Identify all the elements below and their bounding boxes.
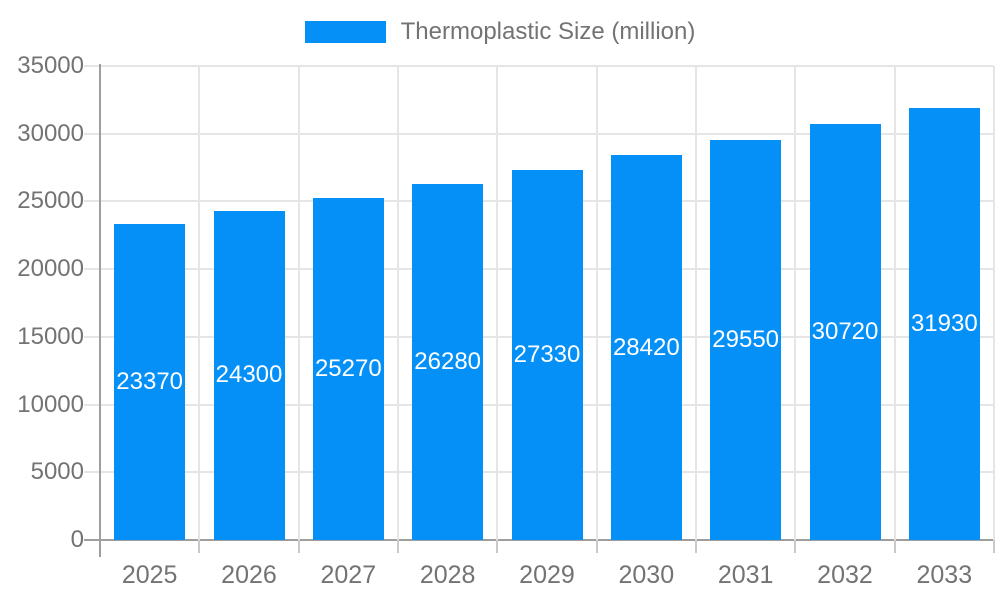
bar: [412, 184, 484, 540]
bar: [114, 223, 186, 540]
gridline-vertical: [893, 66, 896, 540]
y-tick-label: 15000: [17, 322, 84, 350]
y-tick-label: 35000: [17, 52, 84, 79]
bar: [908, 107, 980, 540]
y-axis-line: [99, 64, 101, 557]
x-tick-label: 2031: [717, 561, 774, 589]
x-tick-label: 2030: [618, 561, 675, 589]
x-axis-tick: [198, 540, 201, 553]
x-tick-label: 2027: [320, 561, 377, 589]
bar-value-label: 26280: [414, 348, 482, 376]
x-axis-tick: [794, 540, 797, 553]
x-axis-tick: [397, 540, 399, 553]
bar: [610, 155, 682, 540]
x-tick-label: 2033: [916, 561, 973, 589]
bar: [213, 210, 285, 540]
legend-label: Thermoplastic Size (million): [400, 18, 696, 45]
x-tick-label: 2032: [817, 561, 873, 589]
bar-value-label: 27330: [513, 340, 581, 368]
bar-value-label: 23370: [116, 367, 184, 395]
gridline-vertical: [297, 66, 300, 540]
y-tick-label: 5000: [30, 458, 84, 486]
x-axis-tick: [496, 540, 499, 553]
legend-swatch-icon: [304, 21, 386, 43]
bar-value-label: 31930: [910, 309, 978, 337]
legend: Thermoplastic Size (million): [0, 18, 1000, 46]
y-tick-label: 0: [70, 526, 84, 553]
bar-value-label: 30720: [811, 317, 879, 345]
y-tick-label: 20000: [17, 255, 84, 283]
x-tick-label: 2029: [519, 561, 575, 589]
x-axis-tick: [595, 540, 598, 553]
gridline-horizontal: [84, 132, 994, 135]
gridline-vertical: [198, 66, 201, 540]
gridline-vertical: [397, 66, 399, 540]
bar: [710, 139, 782, 540]
x-tick-label: 2028: [419, 561, 476, 589]
y-tick-label: 10000: [17, 390, 84, 418]
x-axis-tick: [695, 540, 697, 553]
gridline-horizontal: [84, 65, 994, 67]
bar-value-label: 28420: [612, 333, 680, 361]
bar: [312, 197, 384, 540]
bar-value-label: 24300: [215, 361, 283, 389]
plot-area: 0 5000 10000 15000 20000 25000 30000 35000 23370…: [17, 52, 995, 589]
y-tick-label: 30000: [17, 119, 84, 147]
gridline-vertical: [695, 66, 697, 540]
gridline-vertical: [496, 66, 499, 540]
gridline-vertical: [794, 66, 797, 540]
bar-value-label: 29550: [712, 325, 780, 353]
gridline-vertical: [993, 66, 995, 540]
x-tick-label: 2025: [121, 561, 178, 589]
x-tick-label: 2026: [221, 561, 277, 589]
bar: [511, 169, 583, 540]
x-axis-tick: [993, 540, 995, 553]
x-axis-tick: [297, 540, 300, 553]
y-tick-label: 25000: [17, 187, 84, 215]
bar: [809, 123, 881, 540]
x-axis-baseline: [84, 539, 994, 541]
x-axis-tick: [893, 540, 896, 553]
bar-value-label: 25270: [314, 354, 382, 382]
gridline-vertical: [595, 66, 598, 540]
